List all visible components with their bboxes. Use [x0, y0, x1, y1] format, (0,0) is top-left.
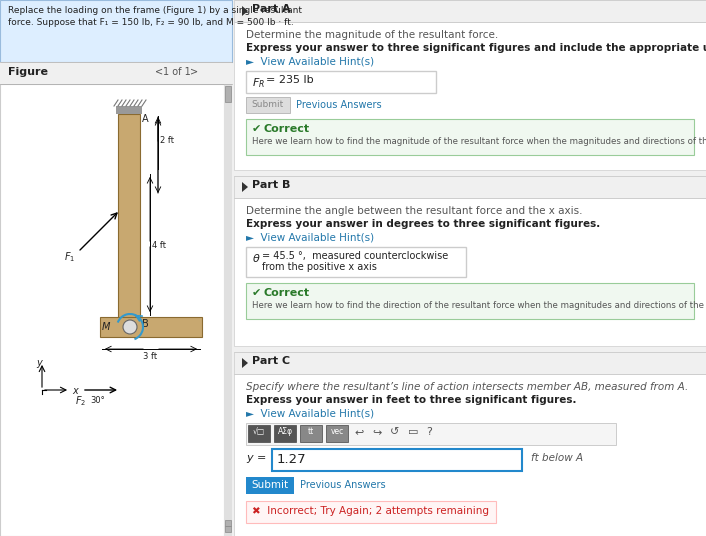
Text: >: > [190, 67, 198, 77]
Text: AΣφ: AΣφ [277, 427, 292, 436]
Text: ?: ? [426, 427, 432, 437]
Text: vec: vec [330, 427, 344, 436]
Text: 2 ft: 2 ft [160, 136, 174, 145]
Text: Submit: Submit [252, 100, 284, 109]
Bar [246, 97, 290, 113]
Text: Previous Answers: Previous Answers [300, 480, 385, 490]
Bar [234, 198, 706, 346]
Text: force. Suppose that F₁ = 150 lb, F₂ = 90 lb, and M = 500 lb · ft.: force. Suppose that F₁ = 150 lb, F₂ = 90… [8, 18, 294, 27]
Text: Figure: Figure [8, 67, 48, 77]
Text: Part B: Part B [252, 180, 290, 190]
Text: Express your answer in degrees to three significant figures.: Express your answer in degrees to three … [246, 219, 600, 229]
Text: y: y [36, 358, 42, 368]
Text: 1.27: 1.27 [277, 453, 306, 466]
Text: $y$ =: $y$ = [246, 453, 267, 465]
Text: ✖  Incorrect; Try Again; 2 attempts remaining: ✖ Incorrect; Try Again; 2 attempts remai… [252, 506, 489, 516]
Polygon shape [242, 358, 248, 368]
Text: from the positive x axis: from the positive x axis [262, 262, 377, 272]
Bar [248, 425, 270, 442]
Bar [246, 423, 616, 445]
Text: ft below A: ft below A [531, 453, 583, 463]
Circle shape [123, 320, 137, 334]
Text: 4 ft: 4 ft [152, 241, 166, 250]
Text: B: B [142, 319, 149, 329]
Text: tt: tt [308, 427, 314, 436]
Polygon shape [242, 6, 248, 16]
Text: $F_2$: $F_2$ [75, 394, 86, 408]
Bar [246, 119, 694, 155]
Bar [0, 84, 224, 536]
Text: ►  View Available Hint(s): ► View Available Hint(s) [246, 233, 374, 243]
Bar [234, 352, 706, 374]
Bar [0, 62, 232, 84]
Bar [274, 425, 296, 442]
Bar [300, 425, 322, 442]
Bar [225, 86, 231, 102]
Text: ►  View Available Hint(s): ► View Available Hint(s) [246, 57, 374, 67]
Text: x: x [72, 386, 78, 396]
Bar [246, 71, 436, 93]
Text: ✔: ✔ [252, 288, 261, 298]
Polygon shape [242, 182, 248, 192]
Bar [0, 0, 232, 62]
Bar [225, 520, 231, 526]
Bar [116, 106, 142, 114]
Bar [272, 449, 522, 471]
Text: A: A [142, 114, 149, 124]
Text: Previous Answers: Previous Answers [296, 100, 382, 110]
Text: Correct: Correct [264, 124, 310, 134]
Text: Correct: Correct [264, 288, 310, 298]
Text: ►  View Available Hint(s): ► View Available Hint(s) [246, 409, 374, 419]
Text: ▭: ▭ [408, 427, 419, 437]
Text: Replace the loading on the frame (Figure 1) by a single resultant: Replace the loading on the frame (Figure… [8, 6, 302, 15]
Bar [224, 84, 232, 536]
Bar [118, 114, 140, 330]
Bar [234, 176, 706, 198]
Bar [246, 283, 694, 319]
Text: Here we learn how to find the direction of the resultant force when the magnitud: Here we learn how to find the direction … [252, 301, 706, 310]
Text: Express your answer to three significant figures and include the appropriate uni: Express your answer to three significant… [246, 43, 706, 53]
Text: M: M [102, 322, 110, 332]
Bar [326, 425, 348, 442]
Text: 30°: 30° [90, 396, 104, 405]
Text: 3 ft: 3 ft [143, 352, 157, 361]
Text: √□: √□ [253, 427, 265, 436]
Bar [100, 317, 202, 337]
Bar [234, 374, 706, 536]
Text: ↪: ↪ [372, 427, 381, 437]
Text: = 45.5 °,  measured counterclockwise: = 45.5 °, measured counterclockwise [262, 251, 448, 261]
Bar [246, 477, 294, 494]
Text: $F_R$: $F_R$ [252, 76, 265, 90]
Text: <: < [155, 67, 163, 77]
Text: Part C: Part C [252, 356, 290, 366]
Text: Submit: Submit [251, 480, 289, 490]
Text: ↩: ↩ [354, 427, 364, 437]
Text: Determine the magnitude of the resultant force.: Determine the magnitude of the resultant… [246, 30, 498, 40]
Text: Part A: Part A [252, 4, 291, 14]
Text: 1 of 1: 1 of 1 [163, 67, 191, 77]
Text: ↺: ↺ [390, 427, 400, 437]
Text: Here we learn how to find the magnitude of the resultant force when the magnitud: Here we learn how to find the magnitude … [252, 137, 706, 146]
Text: ✔: ✔ [252, 124, 261, 134]
Bar [234, 22, 706, 170]
Text: Determine the angle between the resultant force and the x axis.: Determine the angle between the resultan… [246, 206, 582, 216]
Text: $F_1$: $F_1$ [64, 250, 76, 264]
Bar [246, 247, 466, 277]
Text: $\theta$: $\theta$ [252, 252, 261, 264]
Text: = 235 lb: = 235 lb [266, 75, 313, 85]
Text: Express your answer in feet to three significant figures.: Express your answer in feet to three sig… [246, 395, 577, 405]
Bar [246, 501, 496, 523]
Bar [234, 0, 706, 22]
Bar [225, 526, 231, 532]
Text: Specify where the resultant’s line of action intersects member AB, measured from: Specify where the resultant’s line of ac… [246, 382, 688, 392]
